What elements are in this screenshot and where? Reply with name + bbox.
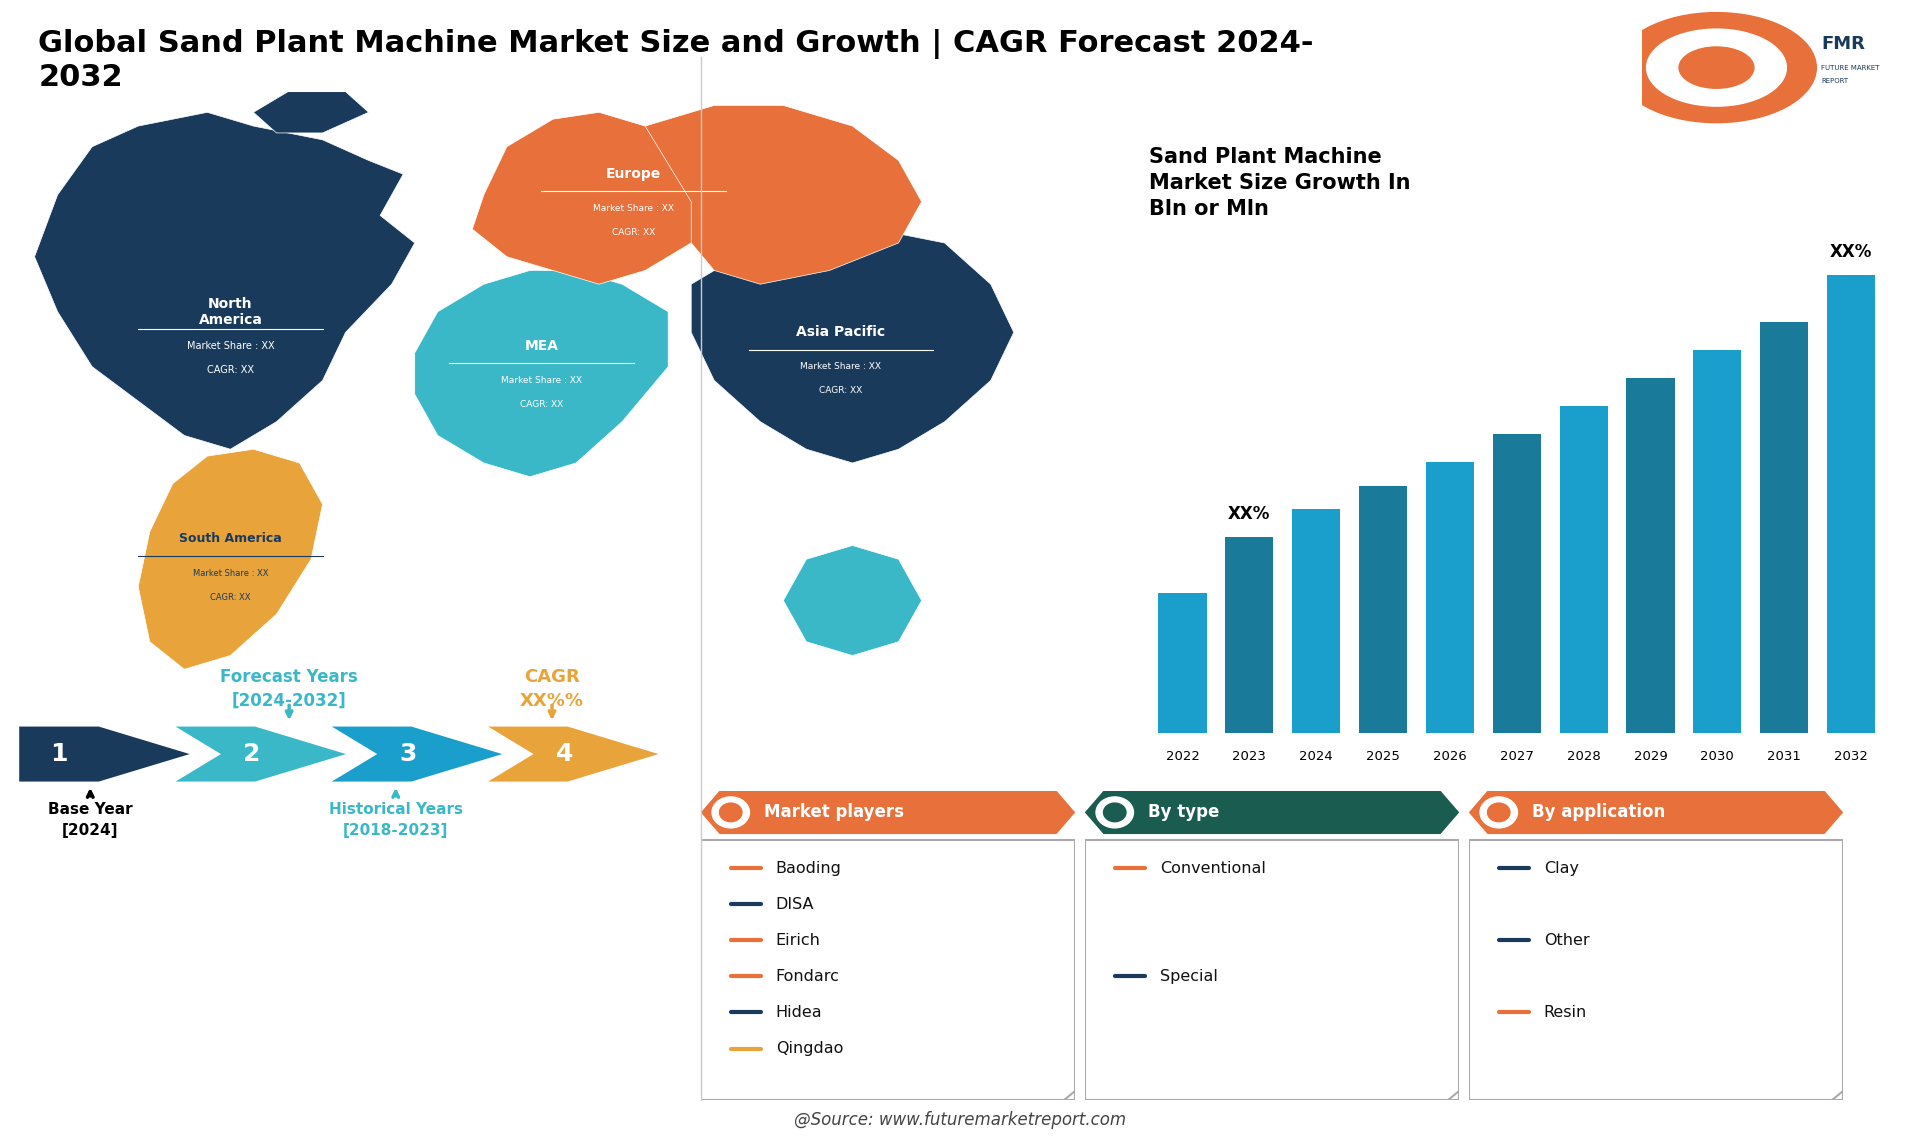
Text: North
America: North America xyxy=(198,297,263,327)
Text: Eirich: Eirich xyxy=(776,933,820,948)
Text: Market Share : XX: Market Share : XX xyxy=(501,376,582,385)
Polygon shape xyxy=(1085,791,1459,834)
Text: 2026: 2026 xyxy=(1432,749,1467,763)
Text: Fondarc: Fondarc xyxy=(776,968,839,984)
Polygon shape xyxy=(415,270,668,477)
Text: CAGR: XX: CAGR: XX xyxy=(520,400,563,409)
Text: [2018-2023]: [2018-2023] xyxy=(344,823,449,838)
Text: Europe: Europe xyxy=(607,167,660,181)
Text: Market Share : XX: Market Share : XX xyxy=(593,204,674,213)
Text: Qingdao: Qingdao xyxy=(776,1041,843,1057)
Text: CAGR: XX: CAGR: XX xyxy=(209,592,252,602)
Text: FMR: FMR xyxy=(1822,36,1864,53)
FancyBboxPatch shape xyxy=(1085,840,1459,1100)
Polygon shape xyxy=(488,727,659,782)
Text: Global Sand Plant Machine Market Size and Growth | CAGR Forecast 2024-
2032: Global Sand Plant Machine Market Size an… xyxy=(38,29,1313,92)
Text: Sand Plant Machine
Market Size Growth In
Bln or Mln: Sand Plant Machine Market Size Growth In… xyxy=(1148,147,1411,220)
Text: 2023: 2023 xyxy=(1233,749,1267,763)
Polygon shape xyxy=(35,112,415,449)
Text: XX%: XX% xyxy=(1830,243,1872,261)
Text: Market Share : XX: Market Share : XX xyxy=(192,568,269,578)
Text: 2032: 2032 xyxy=(1834,749,1868,763)
Text: By type: By type xyxy=(1148,803,1219,822)
Text: 2022: 2022 xyxy=(1165,749,1200,763)
Polygon shape xyxy=(1469,791,1843,834)
Polygon shape xyxy=(691,229,1014,463)
Polygon shape xyxy=(472,112,714,284)
Bar xyxy=(1492,434,1542,733)
Bar xyxy=(1626,378,1674,733)
Circle shape xyxy=(1096,796,1133,827)
Polygon shape xyxy=(332,727,503,782)
Text: CAGR: XX: CAGR: XX xyxy=(820,386,862,395)
Text: MEA: MEA xyxy=(524,339,559,353)
Text: XX%: XX% xyxy=(1229,505,1271,523)
Circle shape xyxy=(720,803,741,822)
Polygon shape xyxy=(19,727,190,782)
Text: 4: 4 xyxy=(555,743,572,766)
Text: REPORT: REPORT xyxy=(1822,78,1849,85)
Text: [2024-2032]: [2024-2032] xyxy=(232,692,346,711)
Bar xyxy=(1761,322,1809,733)
Text: Other: Other xyxy=(1544,933,1590,948)
Text: Hidea: Hidea xyxy=(776,1005,822,1020)
Circle shape xyxy=(1480,796,1517,827)
Bar xyxy=(1693,350,1741,733)
Bar xyxy=(1559,406,1607,733)
Text: [2024]: [2024] xyxy=(61,823,119,838)
Text: South America: South America xyxy=(179,532,282,545)
Bar xyxy=(1427,462,1475,733)
Bar xyxy=(1359,486,1407,733)
Text: Resin: Resin xyxy=(1544,1005,1588,1020)
Polygon shape xyxy=(175,727,346,782)
Circle shape xyxy=(1678,47,1755,88)
Text: By application: By application xyxy=(1532,803,1667,822)
Text: 2028: 2028 xyxy=(1567,749,1601,763)
Text: 2024: 2024 xyxy=(1300,749,1332,763)
Polygon shape xyxy=(138,449,323,669)
Text: 3: 3 xyxy=(399,743,417,766)
Text: Market Share : XX: Market Share : XX xyxy=(186,342,275,351)
Bar xyxy=(1225,537,1273,733)
Polygon shape xyxy=(645,105,922,284)
Polygon shape xyxy=(783,545,922,656)
Text: 2025: 2025 xyxy=(1367,749,1400,763)
Text: Baoding: Baoding xyxy=(776,861,841,876)
Text: Market Share : XX: Market Share : XX xyxy=(801,362,881,371)
Text: CAGR: XX: CAGR: XX xyxy=(612,228,655,237)
FancyBboxPatch shape xyxy=(701,840,1075,1100)
Text: @Source: www.futuremarketreport.com: @Source: www.futuremarketreport.com xyxy=(795,1110,1125,1129)
FancyBboxPatch shape xyxy=(1469,840,1843,1100)
Bar xyxy=(1828,275,1876,733)
Text: 2029: 2029 xyxy=(1634,749,1667,763)
Circle shape xyxy=(1647,29,1786,107)
Text: Special: Special xyxy=(1160,968,1217,984)
Text: 2: 2 xyxy=(244,743,261,766)
Circle shape xyxy=(1488,803,1509,822)
Text: Asia Pacific: Asia Pacific xyxy=(797,325,885,339)
Circle shape xyxy=(712,796,749,827)
Text: Forecast Years: Forecast Years xyxy=(221,668,357,686)
Text: Market players: Market players xyxy=(764,803,904,822)
Bar xyxy=(1292,509,1340,733)
Text: 2027: 2027 xyxy=(1500,749,1534,763)
Text: FUTURE MARKET: FUTURE MARKET xyxy=(1822,64,1880,71)
Text: Conventional: Conventional xyxy=(1160,861,1265,876)
Text: 1: 1 xyxy=(50,743,67,766)
Circle shape xyxy=(1617,13,1816,123)
Bar xyxy=(1158,594,1206,733)
Circle shape xyxy=(1104,803,1125,822)
Polygon shape xyxy=(701,791,1075,834)
Text: 2030: 2030 xyxy=(1701,749,1734,763)
Text: DISA: DISA xyxy=(776,896,814,912)
Text: CAGR: XX: CAGR: XX xyxy=(207,366,253,375)
Text: XX%%: XX%% xyxy=(520,692,584,711)
Text: CAGR: CAGR xyxy=(524,668,580,686)
Text: 2031: 2031 xyxy=(1766,749,1801,763)
Text: Base Year: Base Year xyxy=(48,802,132,817)
Polygon shape xyxy=(253,92,369,133)
Text: Clay: Clay xyxy=(1544,861,1578,876)
Text: Historical Years: Historical Years xyxy=(328,802,463,817)
